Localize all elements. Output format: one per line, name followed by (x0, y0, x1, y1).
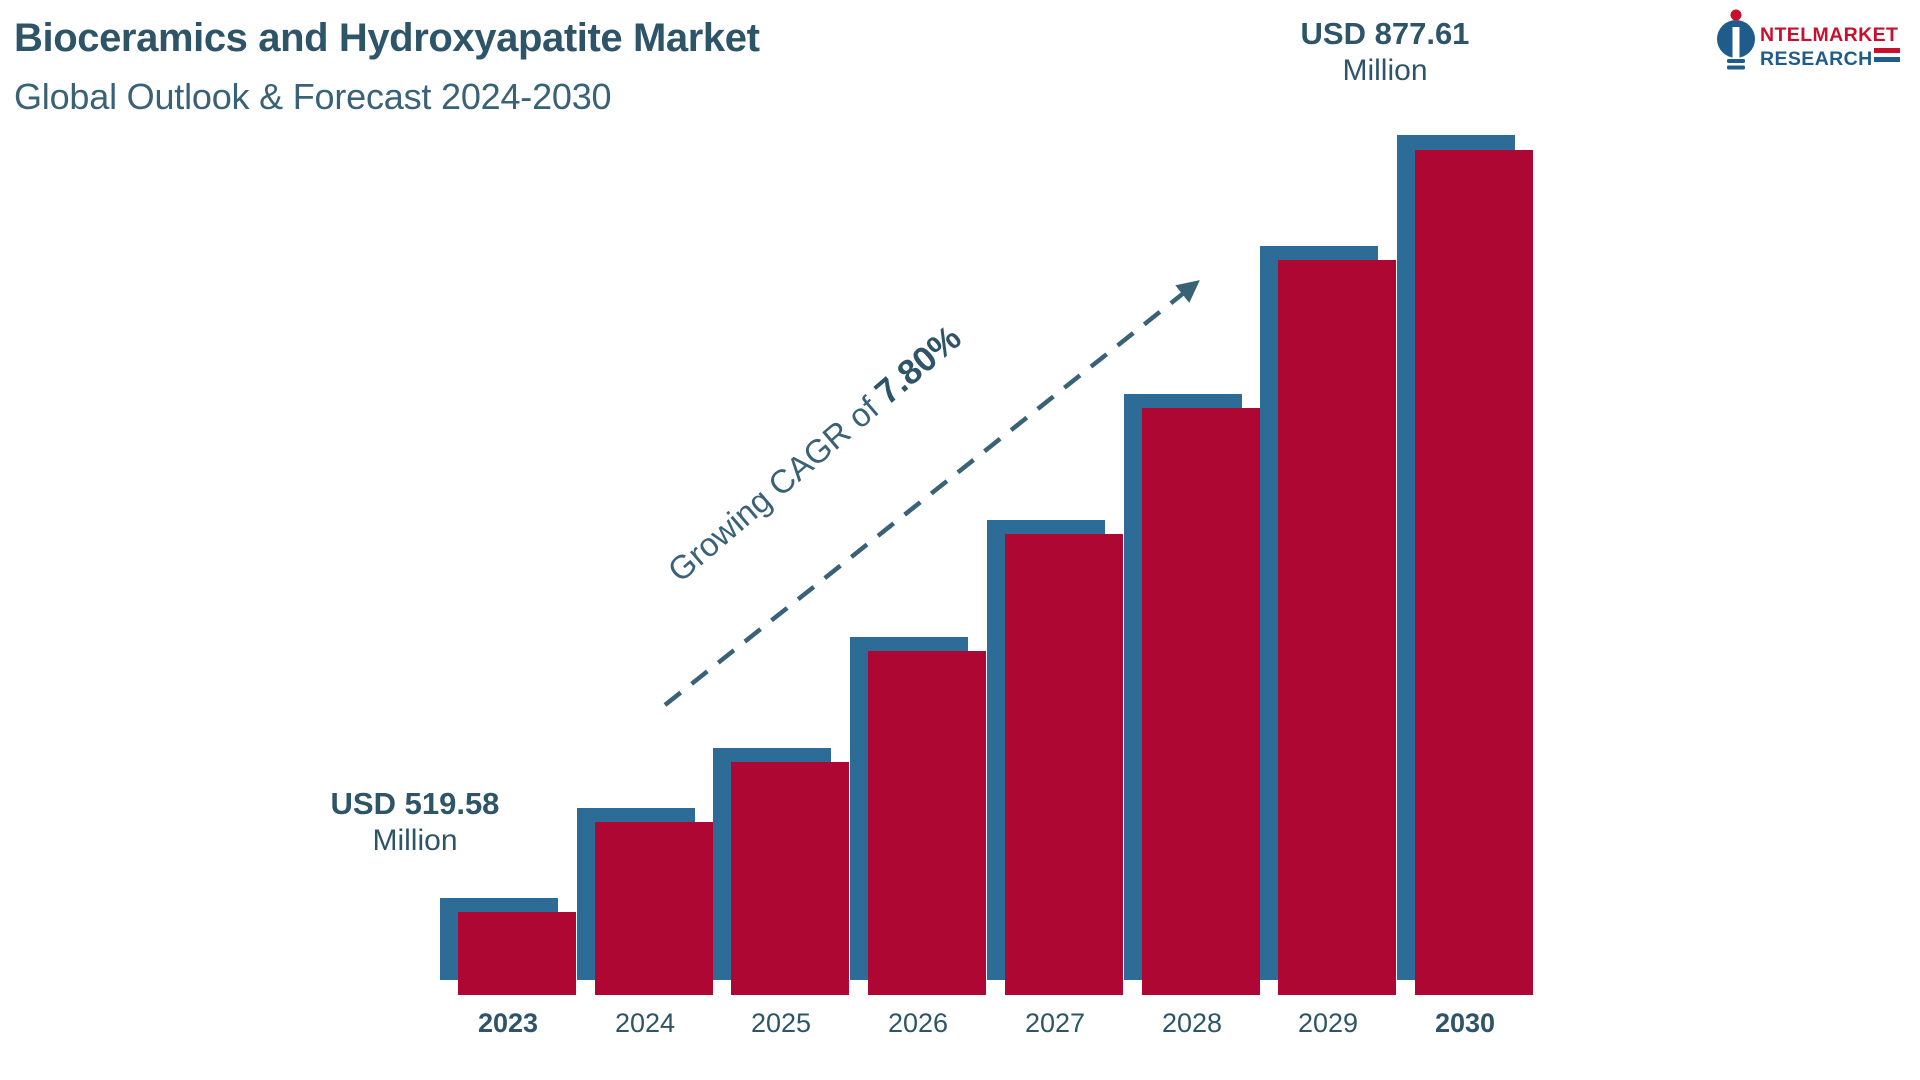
bar-blue-2023 (440, 898, 558, 980)
bar-blue-2027 (987, 520, 1105, 980)
value-callout-2030: USD 877.61 Million (1270, 16, 1500, 88)
bar-blue-2028 (1124, 394, 1242, 980)
callout-start-unit: Million (372, 823, 458, 857)
callout-start-amount: USD 519.58 (330, 786, 500, 821)
bar-blue-2025 (713, 748, 831, 980)
x-axis-label-2026: 2026 (887, 1008, 949, 1038)
bar-crimson-2026 (868, 651, 986, 995)
bulb-base-line-1 (1727, 59, 1745, 63)
bar-crimson-2028 (1142, 408, 1260, 995)
bulb-base-line-2 (1727, 65, 1745, 70)
bar-blue-2026 (850, 637, 968, 980)
bar-blue-2029 (1260, 246, 1378, 980)
lightbulb-dot-icon (1730, 9, 1742, 21)
page-subtitle: Global Outlook & Forecast 2024-2030 (14, 76, 612, 117)
bar-crimson-2025 (731, 762, 849, 995)
bar-crimson-2030 (1415, 150, 1533, 995)
x-axis-label-2027: 2027 (1024, 1008, 1086, 1038)
bar-crimson-2027 (1005, 534, 1123, 995)
x-axis-label-2029: 2029 (1297, 1008, 1359, 1038)
x-axis-label-2024: 2024 (614, 1008, 676, 1038)
x-axis-label-2025: 2025 (750, 1008, 812, 1038)
intelmarket-research-logo: NTELMARKET RESEARCH (1706, 8, 1906, 80)
bar-blue-2030 (1397, 135, 1515, 980)
bar-crimson-2023 (458, 912, 576, 995)
bar-crimson-2029 (1278, 260, 1396, 995)
x-axis-label-2030: 2030 (1434, 1008, 1496, 1038)
value-callout-2023: USD 519.58 Million (300, 786, 530, 858)
page-title: Bioceramics and Hydroxyapatite Market (14, 16, 760, 60)
bar-crimson-2024 (595, 822, 713, 995)
bar-blue-2024 (577, 808, 695, 980)
logo-text-line1: NTELMARKET (1760, 24, 1898, 46)
callout-end-amount: USD 877.61 (1300, 16, 1470, 51)
x-axis-label-2028: 2028 (1161, 1008, 1223, 1038)
logo-text-line2: RESEARCH (1760, 48, 1873, 70)
callout-end-unit: Million (1342, 53, 1428, 87)
x-axis-label-2023: 2023 (477, 1008, 539, 1038)
lightbulb-stem (1732, 27, 1740, 60)
logo-rule-blue (1874, 57, 1900, 62)
logo-svg: NTELMARKET RESEARCH (1717, 9, 1900, 70)
logo-rule-red (1874, 48, 1900, 53)
